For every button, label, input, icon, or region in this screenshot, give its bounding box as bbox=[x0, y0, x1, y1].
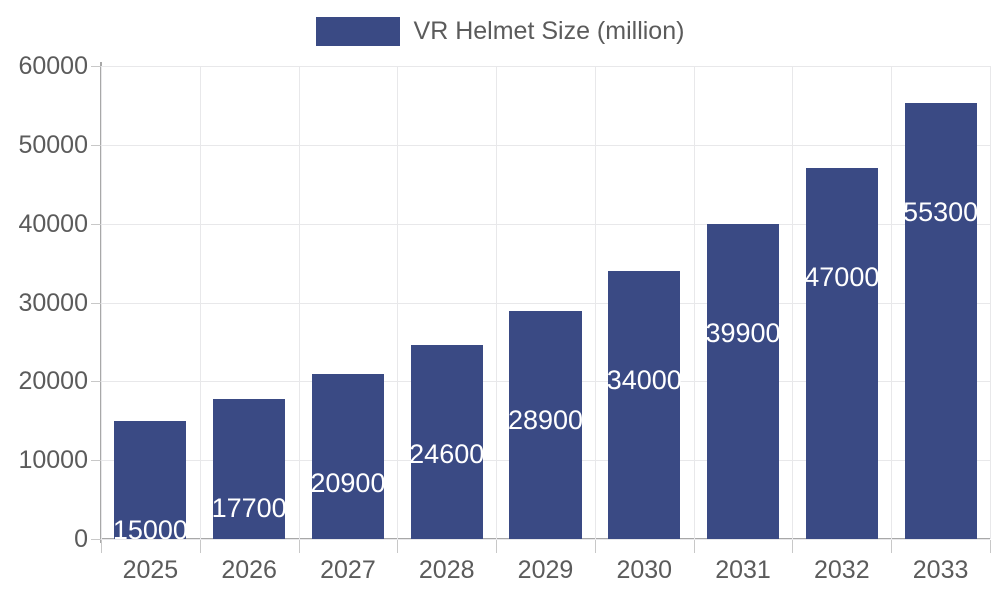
y-axis-tick-mark bbox=[91, 223, 101, 225]
bar-value-label: 17700 bbox=[211, 493, 287, 524]
bar-value-label: 39900 bbox=[705, 318, 781, 349]
y-axis-tick-label: 40000 bbox=[18, 209, 88, 238]
y-axis-tick-mark bbox=[91, 66, 101, 67]
x-axis-tick-mark bbox=[891, 540, 893, 553]
x-axis-tick-label: 2033 bbox=[912, 556, 969, 584]
y-axis-tick-mark bbox=[91, 539, 101, 540]
y-axis-tick-mark bbox=[91, 144, 101, 146]
y-axis-tick-label: 60000 bbox=[18, 52, 88, 80]
bar[interactable] bbox=[114, 420, 187, 539]
legend-item-vr-helmet-size[interactable]: VR Helmet Size (million) bbox=[315, 16, 685, 46]
gridline-vertical bbox=[594, 66, 596, 539]
bar-value-label: 47000 bbox=[804, 262, 880, 293]
y-axis-tick-label: 30000 bbox=[18, 288, 88, 317]
x-axis-tick-label: 2028 bbox=[418, 556, 475, 584]
y-axis-tick-label: 0 bbox=[74, 525, 88, 553]
legend-color-swatch-icon bbox=[315, 16, 400, 46]
plot-area: 15000 17700 20900 24600 28900 34000 39900 47000… bbox=[101, 66, 991, 543]
legend-label: VR Helmet Size (million) bbox=[413, 16, 685, 45]
x-axis-tick-mark bbox=[298, 540, 300, 553]
x-axis-tick-label: 2032 bbox=[814, 556, 870, 584]
gridline-vertical bbox=[891, 66, 893, 539]
gridline-vertical bbox=[693, 66, 695, 539]
bar-value-label: 20900 bbox=[310, 468, 386, 499]
x-axis-tick-label: 2025 bbox=[122, 556, 179, 584]
x-axis-tick-label: 2029 bbox=[517, 556, 574, 584]
x-axis-tick-label: 2030 bbox=[616, 556, 673, 584]
x-axis-tick-mark bbox=[496, 540, 498, 553]
bar[interactable] bbox=[707, 224, 780, 539]
y-axis-tick-label: 10000 bbox=[18, 446, 88, 475]
gridline-horizontal bbox=[101, 223, 990, 225]
bar[interactable] bbox=[608, 270, 681, 539]
x-axis-tick-mark bbox=[199, 540, 201, 553]
x-axis-tick-label: 2027 bbox=[320, 556, 376, 584]
bar-value-label: 15000 bbox=[112, 514, 188, 545]
x-axis-tick-label: 2026 bbox=[221, 556, 277, 584]
bar-value-label: 28900 bbox=[507, 405, 584, 436]
gridline-vertical bbox=[101, 66, 102, 539]
gridline-horizontal bbox=[101, 539, 990, 540]
x-axis-tick-mark bbox=[594, 540, 596, 553]
y-axis-tick-mark bbox=[91, 302, 101, 304]
bar[interactable] bbox=[509, 311, 582, 539]
bar-value-label: 34000 bbox=[606, 364, 682, 395]
gridline-vertical bbox=[792, 66, 794, 539]
bar-value-label: 24600 bbox=[409, 439, 485, 470]
y-axis-tick-label: 50000 bbox=[18, 130, 88, 159]
gridline-vertical bbox=[298, 66, 300, 539]
y-axis-tick-label: 20000 bbox=[18, 367, 88, 396]
bar[interactable] bbox=[213, 399, 286, 539]
y-axis-tick-mark bbox=[91, 381, 101, 383]
gridline-horizontal bbox=[101, 66, 990, 67]
y-axis-tick-mark bbox=[91, 460, 101, 462]
gridline-vertical bbox=[199, 66, 201, 539]
bar[interactable] bbox=[904, 103, 977, 539]
bar[interactable] bbox=[311, 374, 384, 539]
gridline-horizontal bbox=[101, 302, 990, 304]
gridline-horizontal bbox=[101, 144, 990, 146]
x-axis-tick-mark bbox=[397, 540, 399, 553]
x-axis-tick-mark bbox=[792, 540, 794, 553]
bar-value-label: 55300 bbox=[903, 197, 979, 228]
bar[interactable] bbox=[410, 345, 483, 539]
chart-legend: VR Helmet Size (million) bbox=[0, 10, 1000, 52]
gridline-vertical bbox=[397, 66, 399, 539]
bar[interactable] bbox=[805, 168, 878, 539]
x-axis-tick-mark bbox=[990, 540, 991, 553]
x-axis-tick-mark bbox=[101, 540, 102, 553]
gridline-vertical bbox=[990, 66, 991, 539]
x-axis-tick-mark bbox=[693, 540, 695, 553]
gridline-vertical bbox=[496, 66, 498, 539]
x-axis-tick-label: 2031 bbox=[715, 556, 771, 584]
